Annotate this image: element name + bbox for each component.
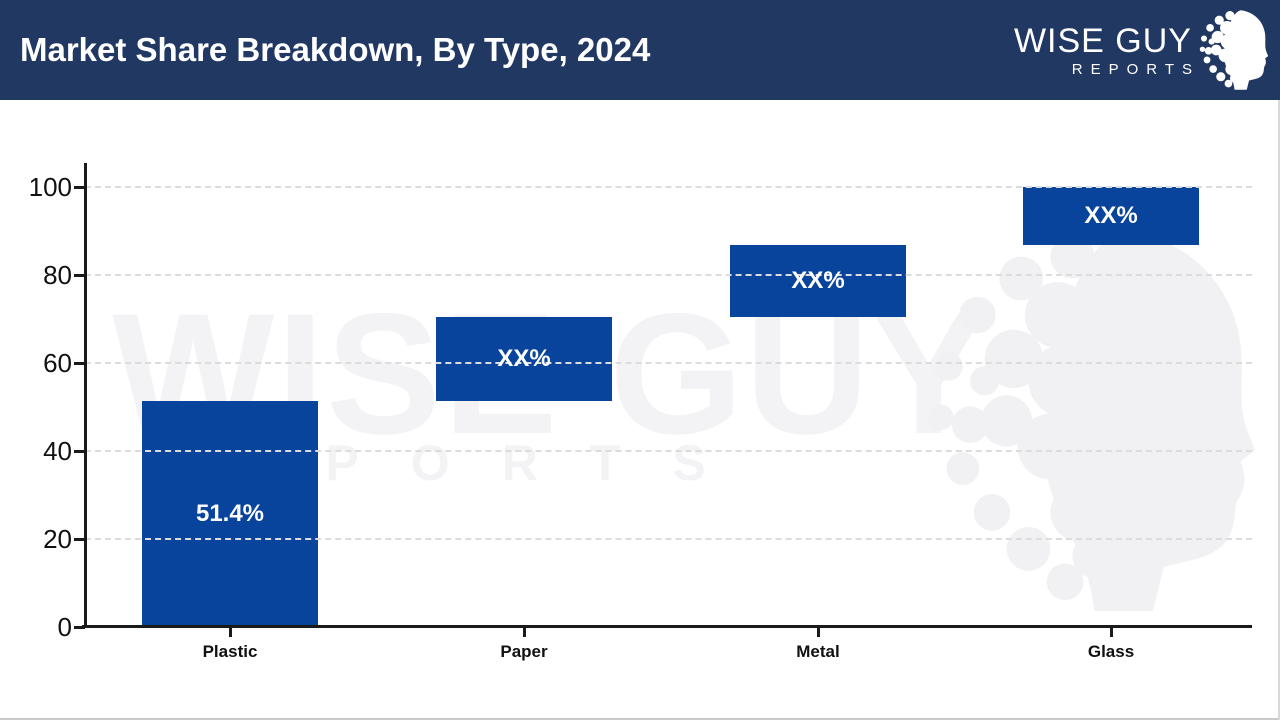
x-axis-line	[82, 625, 1252, 628]
header-bar: Market Share Breakdown, By Type, 2024 WI…	[0, 0, 1280, 100]
bar-value-label: 51.4%	[195, 499, 265, 527]
x-tick-label: Metal	[796, 642, 840, 661]
y-axis-tick	[74, 361, 85, 365]
watermark-head-icon	[928, 230, 1256, 612]
bottom-hairline	[0, 718, 1280, 720]
y-tick-label: 80	[43, 260, 72, 290]
x-tick-label: Glass	[1087, 642, 1135, 661]
y-tick-label: 0	[57, 612, 72, 642]
right-hairline	[1278, 100, 1280, 720]
y-axis-tick	[74, 537, 85, 541]
gridline	[85, 538, 1252, 540]
y-axis-tick	[74, 185, 85, 189]
gridline	[85, 450, 1252, 452]
x-tick-label: Plastic	[202, 642, 258, 661]
brand-logo: WISE GUY REPORTS	[1014, 6, 1272, 94]
chart-title: Market Share Breakdown, By Type, 2024	[20, 31, 651, 68]
gridline	[85, 274, 1252, 276]
y-tick-label: 60	[43, 348, 72, 378]
logo-subtext: REPORTS	[1071, 60, 1200, 78]
bar-glass	[1023, 187, 1199, 246]
y-axis-tick	[74, 449, 85, 453]
brand-logo-text: WISE GUY REPORTS	[1014, 23, 1192, 78]
y-axis-tick	[74, 273, 85, 277]
gridline	[85, 186, 1252, 188]
y-tick-label: 20	[43, 524, 72, 554]
y-axis-tick	[74, 625, 85, 629]
logo-wordmark: WISE GUY	[1013, 21, 1192, 60]
y-tick-label: 100	[28, 172, 72, 202]
bar-metal	[730, 245, 906, 317]
x-axis-tick	[522, 628, 526, 637]
bar-value-label: XX%	[497, 344, 551, 372]
bar-value-label: XX%	[791, 266, 845, 294]
gridline	[85, 362, 1252, 364]
y-tick-label: 40	[43, 436, 72, 466]
plot-area: WISE GUY REPORTS 51.4% XX% XX% XX% 0 20 40 60 8…	[0, 100, 1280, 720]
bar-value-label: XX%	[1084, 202, 1138, 230]
logo-head-icon	[1199, 10, 1269, 90]
x-tick-label: Paper	[500, 642, 548, 661]
bar-plastic	[142, 400, 318, 627]
x-axis-tick	[816, 628, 820, 637]
bar-paper	[436, 316, 612, 401]
x-axis-tick	[1109, 628, 1113, 637]
x-axis-tick	[228, 628, 232, 637]
y-axis-line	[84, 163, 87, 628]
